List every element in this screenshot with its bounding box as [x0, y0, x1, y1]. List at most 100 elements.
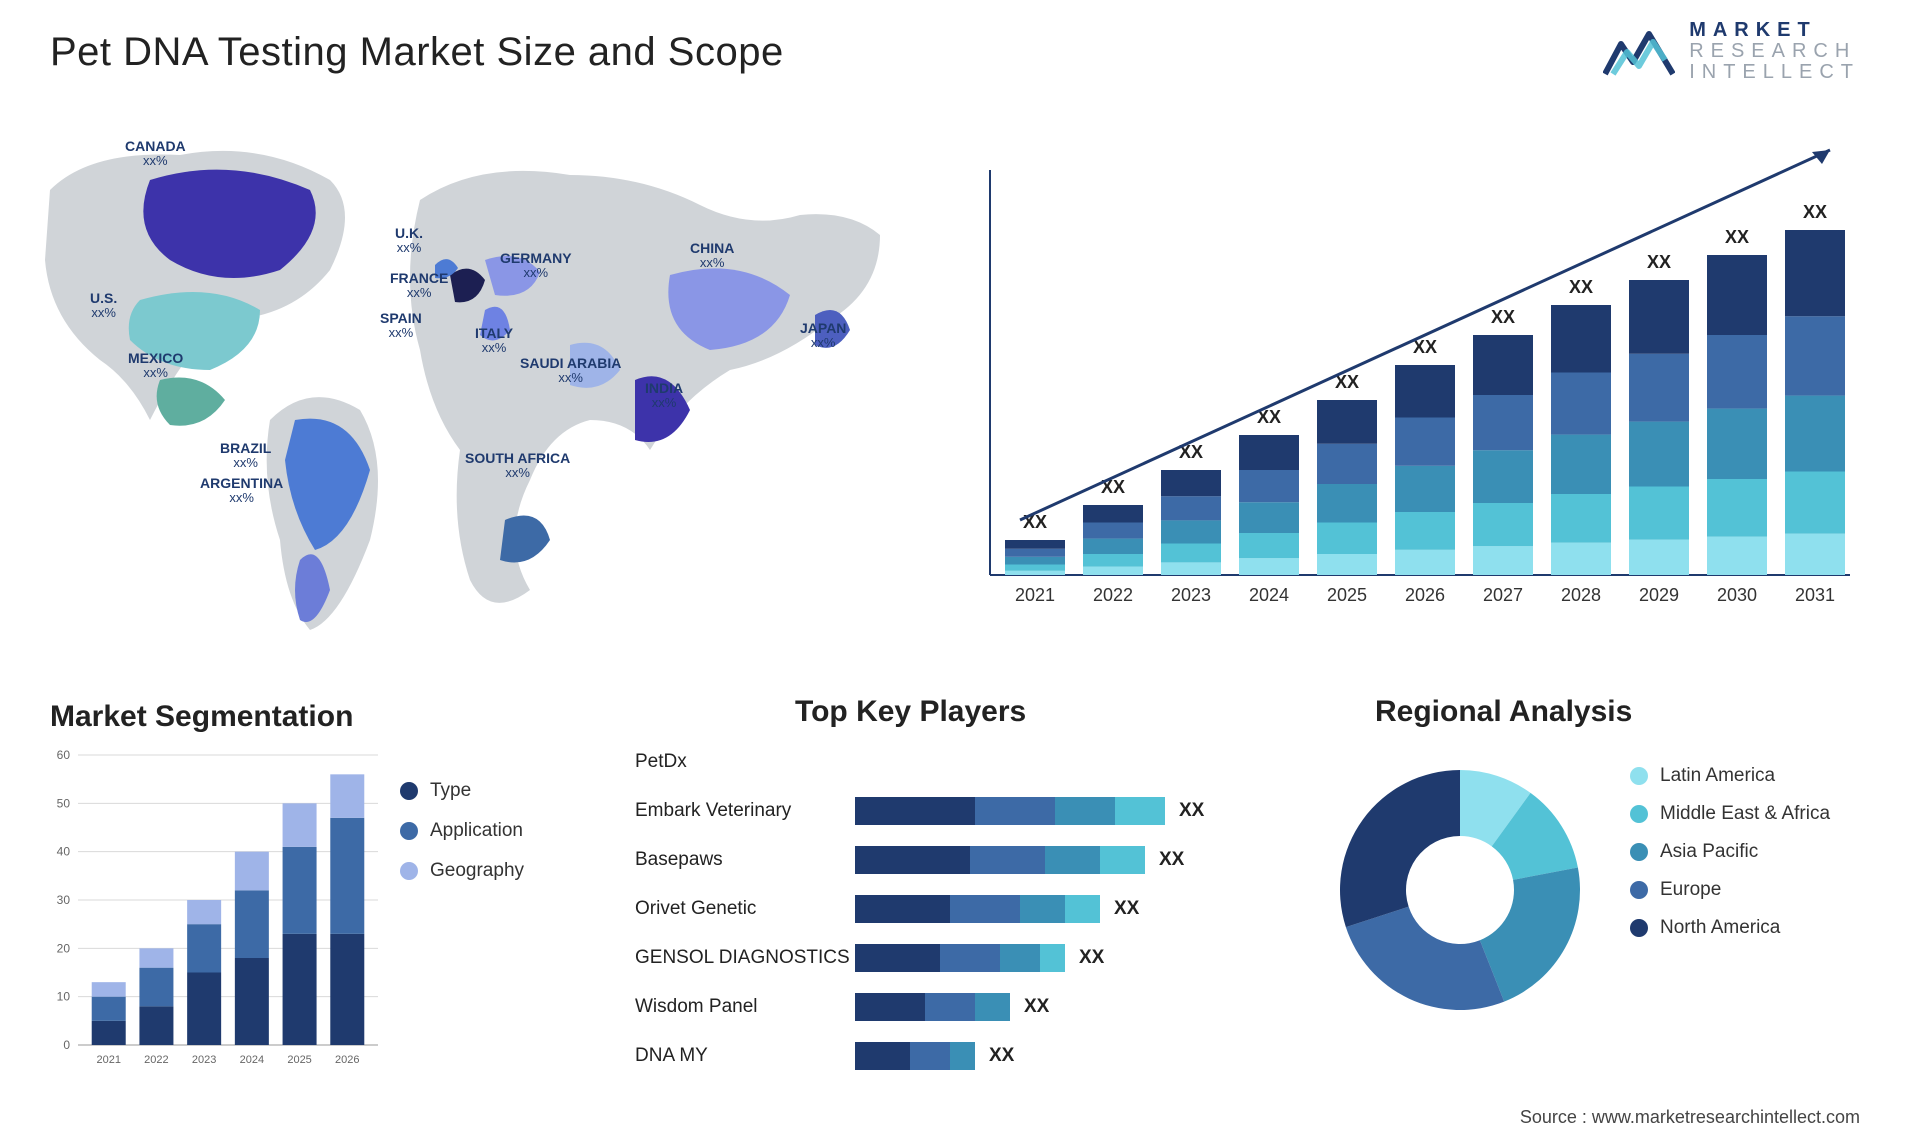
svg-text:50: 50 — [57, 796, 71, 810]
svg-text:2023: 2023 — [192, 1054, 216, 1066]
player-name: DNA MY — [635, 1045, 855, 1067]
player-bar — [855, 944, 1065, 972]
svg-text:40: 40 — [57, 845, 71, 859]
map-label: MEXICOxx% — [128, 350, 183, 381]
svg-text:2024: 2024 — [240, 1054, 264, 1066]
map-label: CHINAxx% — [690, 240, 734, 271]
svg-text:20: 20 — [57, 941, 71, 955]
svg-text:60: 60 — [57, 748, 71, 762]
svg-text:2025: 2025 — [287, 1054, 311, 1066]
svg-text:2029: 2029 — [1639, 585, 1679, 605]
player-name: PetDx — [635, 751, 855, 773]
players-chart: PetDxEmbark VeterinaryXXBasepawsXXOrivet… — [635, 740, 1275, 1100]
map-label: SOUTH AFRICAxx% — [465, 450, 570, 481]
player-bar — [855, 846, 1145, 874]
map-label: JAPANxx% — [800, 320, 846, 351]
legend-label: Geography — [430, 860, 524, 882]
svg-text:2026: 2026 — [1405, 585, 1445, 605]
map-label: FRANCExx% — [390, 270, 448, 301]
page-title: Pet DNA Testing Market Size and Scope — [50, 30, 784, 75]
svg-text:2027: 2027 — [1483, 585, 1523, 605]
main-bar-chart: XX2021XX2022XX2023XX2024XX2025XX2026XX20… — [960, 130, 1855, 635]
svg-text:2024: 2024 — [1249, 585, 1289, 605]
player-value: XX — [1024, 996, 1049, 1018]
player-row: GENSOL DIAGNOSTICS XX — [635, 936, 1275, 979]
svg-text:2022: 2022 — [1093, 585, 1133, 605]
map-label: CANADAxx% — [125, 138, 186, 169]
svg-text:0: 0 — [63, 1038, 70, 1052]
svg-text:2030: 2030 — [1717, 585, 1757, 605]
segmentation-legend-item: Type — [400, 780, 524, 802]
logo-line1: MARKET — [1689, 20, 1860, 41]
map-label: INDIAxx% — [645, 380, 683, 411]
player-name: Orivet Genetic — [635, 898, 855, 920]
player-value: XX — [1079, 947, 1104, 969]
player-bar — [855, 1042, 975, 1070]
legend-label: Type — [430, 780, 471, 802]
regional-title: Regional Analysis — [1375, 695, 1632, 729]
legend-label: Europe — [1660, 879, 1721, 901]
svg-text:XX: XX — [1491, 307, 1515, 327]
player-value: XX — [989, 1045, 1014, 1067]
segmentation-legend-item: Geography — [400, 860, 524, 882]
svg-text:2026: 2026 — [335, 1054, 359, 1066]
legend-label: Middle East & Africa — [1660, 803, 1830, 825]
player-row: Embark Veterinary XX — [635, 789, 1275, 832]
player-row: Basepaws XX — [635, 838, 1275, 881]
legend-label: Latin America — [1660, 765, 1775, 787]
legend-label: Asia Pacific — [1660, 841, 1758, 863]
regional-legend-item: North America — [1630, 917, 1830, 939]
legend-label: North America — [1660, 917, 1780, 939]
player-name: Wisdom Panel — [635, 996, 855, 1018]
svg-text:2023: 2023 — [1171, 585, 1211, 605]
svg-text:XX: XX — [1803, 202, 1827, 222]
svg-text:2031: 2031 — [1795, 585, 1835, 605]
svg-text:2021: 2021 — [1015, 585, 1055, 605]
svg-text:XX: XX — [1023, 512, 1047, 532]
svg-text:10: 10 — [57, 990, 71, 1004]
regional-legend-item: Middle East & Africa — [1630, 803, 1830, 825]
map-label: GERMANYxx% — [500, 250, 572, 281]
logo-line3: INTELLECT — [1689, 62, 1860, 83]
map-label: ITALYxx% — [475, 325, 513, 356]
player-name: Embark Veterinary — [635, 800, 855, 822]
logo-line2: RESEARCH — [1689, 41, 1860, 62]
regional-donut — [1320, 750, 1600, 1030]
segmentation-legend: Type Application Geography — [400, 780, 524, 900]
player-name: Basepaws — [635, 849, 855, 871]
player-value: XX — [1179, 800, 1204, 822]
map-label: U.K.xx% — [395, 225, 423, 256]
legend-label: Application — [430, 820, 523, 842]
player-row: Orivet Genetic XX — [635, 887, 1275, 930]
player-row: DNA MY XX — [635, 1034, 1275, 1077]
svg-text:2022: 2022 — [144, 1054, 168, 1066]
player-name: GENSOL DIAGNOSTICS — [635, 947, 855, 969]
player-value: XX — [1114, 898, 1139, 920]
segmentation-title: Market Segmentation — [50, 700, 353, 734]
regional-legend-item: Europe — [1630, 879, 1830, 901]
svg-text:2025: 2025 — [1327, 585, 1367, 605]
segmentation-legend-item: Application — [400, 820, 524, 842]
svg-text:XX: XX — [1569, 277, 1593, 297]
player-bar — [855, 895, 1100, 923]
svg-text:2021: 2021 — [96, 1054, 120, 1066]
source-footer: Source : www.marketresearchintellect.com — [1520, 1107, 1860, 1128]
player-value: XX — [1159, 849, 1184, 871]
player-bar — [855, 797, 1165, 825]
map-label: U.S.xx% — [90, 290, 117, 321]
map-label: ARGENTINAxx% — [200, 475, 283, 506]
svg-text:30: 30 — [57, 893, 71, 907]
svg-text:XX: XX — [1647, 252, 1671, 272]
map-label: SPAINxx% — [380, 310, 422, 341]
map-label: SAUDI ARABIAxx% — [520, 355, 621, 386]
regional-legend: Latin America Middle East & Africa Asia Pa… — [1630, 765, 1830, 955]
svg-text:2028: 2028 — [1561, 585, 1601, 605]
player-row: PetDx — [635, 740, 1275, 783]
world-map: CANADAxx% U.S.xx% MEXICOxx% BRAZILxx% ARGENT… — [30, 120, 900, 660]
player-row: Wisdom Panel XX — [635, 985, 1275, 1028]
svg-text:XX: XX — [1725, 227, 1749, 247]
player-bar — [855, 993, 1010, 1021]
map-label: BRAZILxx% — [220, 440, 271, 471]
players-title: Top Key Players — [795, 695, 1026, 729]
brand-logo: MARKET RESEARCH INTELLECT — [1603, 20, 1860, 83]
